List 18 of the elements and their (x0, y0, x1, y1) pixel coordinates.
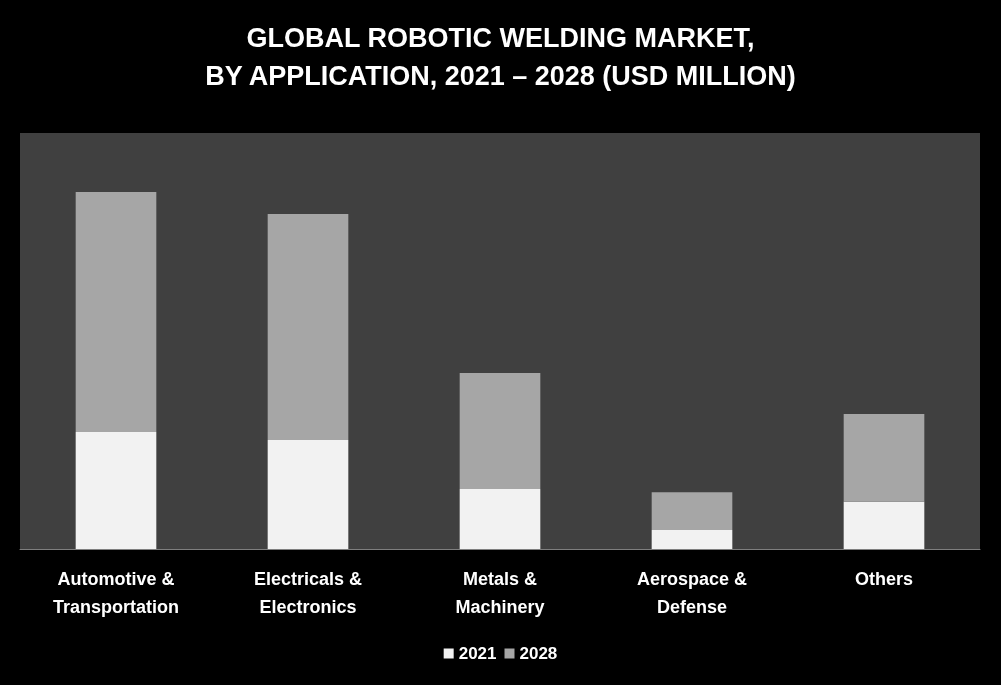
legend-label: 2028 (519, 644, 558, 663)
bar (267, 214, 349, 441)
bar (651, 530, 733, 549)
bar (843, 414, 925, 502)
chart-title: GLOBAL ROBOTIC WELDING MARKET, BY APPLICATION, 2021 – 2028 (USD MILLION) (205, 23, 796, 91)
x-tick-label: Metals & Machinery (455, 569, 545, 617)
bar (651, 492, 733, 531)
bar (75, 431, 157, 549)
x-tick-label: Automotive & Transportation (52, 569, 180, 617)
bar (267, 440, 349, 549)
bar (459, 489, 541, 549)
x-tick-label: Aerospace & Defense (636, 569, 748, 617)
x-tick-label: Others (854, 569, 914, 589)
bar (459, 372, 541, 490)
x-tick-label: Electricals & Electronics (253, 569, 363, 617)
bar (843, 501, 925, 549)
legend-label: 2021 (458, 644, 497, 663)
bar (75, 191, 157, 432)
